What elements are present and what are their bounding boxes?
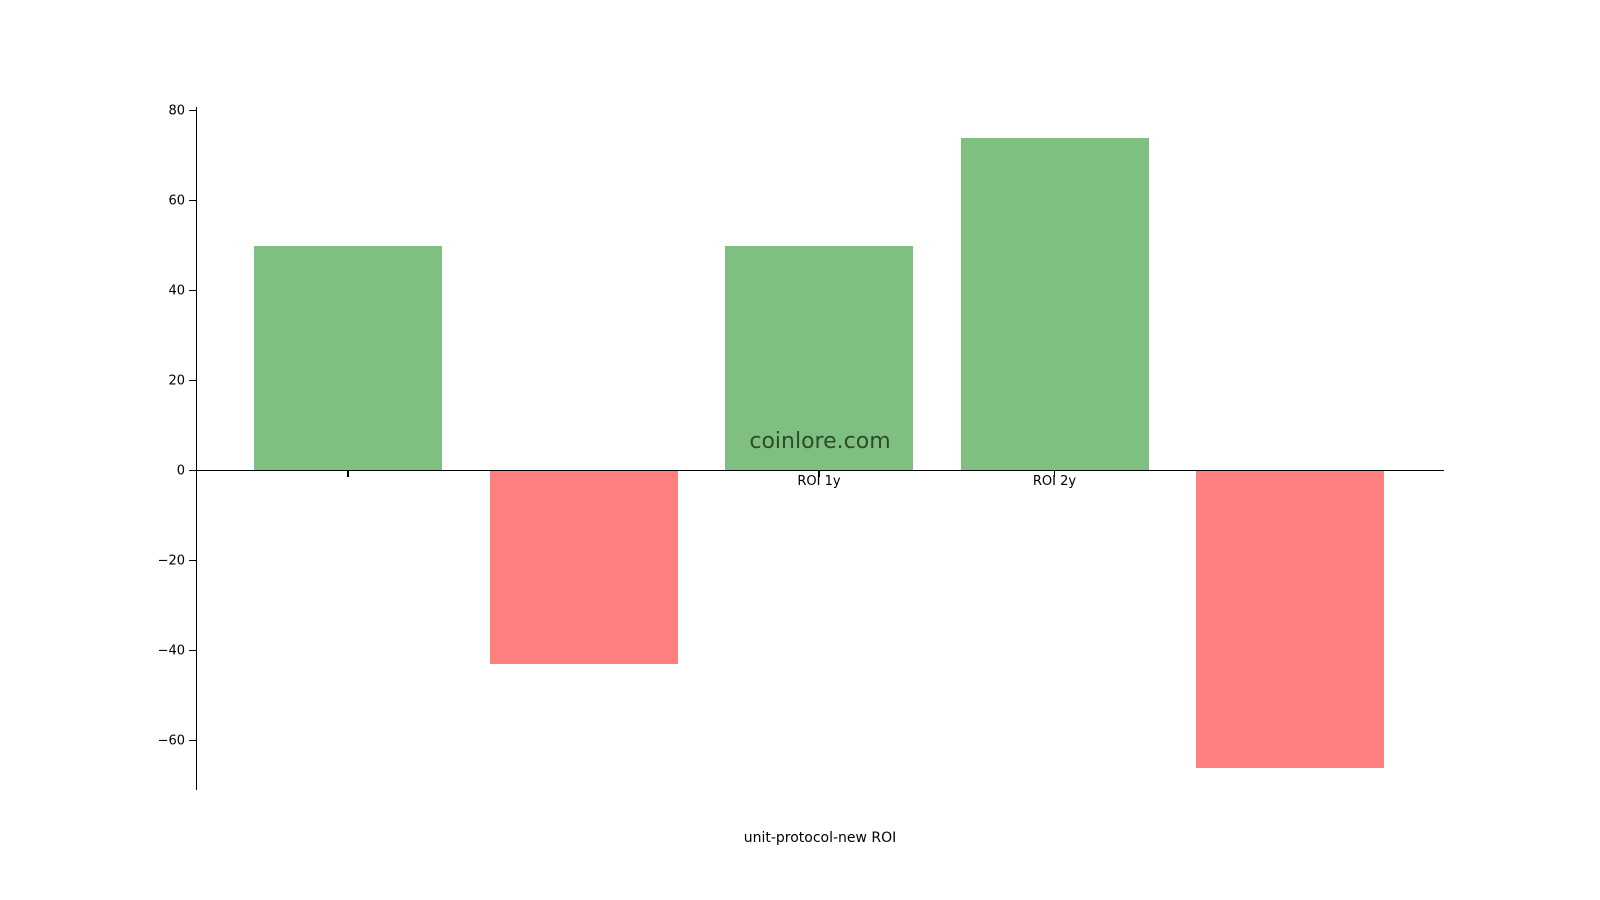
y-tick-label: 80 (168, 103, 185, 119)
x-tick-label: ROI 1y (797, 473, 841, 489)
x-tick-mark (347, 470, 349, 478)
y-tick-label: 60 (168, 193, 185, 209)
y-tick-mark (189, 110, 196, 112)
y-tick-label: 40 (168, 283, 185, 299)
positive-bar-4 (960, 137, 1149, 471)
x-tick-mark (818, 470, 820, 478)
y-tick-mark (189, 740, 196, 742)
y-tick-label: 20 (168, 373, 185, 389)
positive-bar-3 (725, 245, 913, 471)
y-tick-label: −60 (157, 733, 185, 749)
x-axis-zero-line (196, 470, 1444, 472)
y-tick-mark (189, 380, 196, 382)
y-tick-label: −20 (157, 553, 185, 569)
x-tick-label: ROI 2y (1032, 473, 1077, 489)
y-tick-mark (189, 200, 196, 202)
y-axis-line (195, 107, 198, 790)
x-tick-mark (1053, 470, 1056, 478)
y-tick-mark (189, 290, 196, 292)
y-tick-mark (189, 560, 196, 562)
y-tick-mark (189, 470, 196, 472)
negative-bar-5 (1196, 470, 1384, 768)
chart-xlabel: unit-protocol-new ROI (743, 830, 897, 846)
watermark-text: coinlore.com (749, 429, 891, 454)
positive-bar-1 (254, 245, 442, 471)
negative-bar-2 (489, 470, 678, 665)
y-tick-label: −40 (157, 643, 185, 659)
y-tick-mark (189, 650, 196, 652)
y-tick-label: 0 (176, 463, 185, 479)
